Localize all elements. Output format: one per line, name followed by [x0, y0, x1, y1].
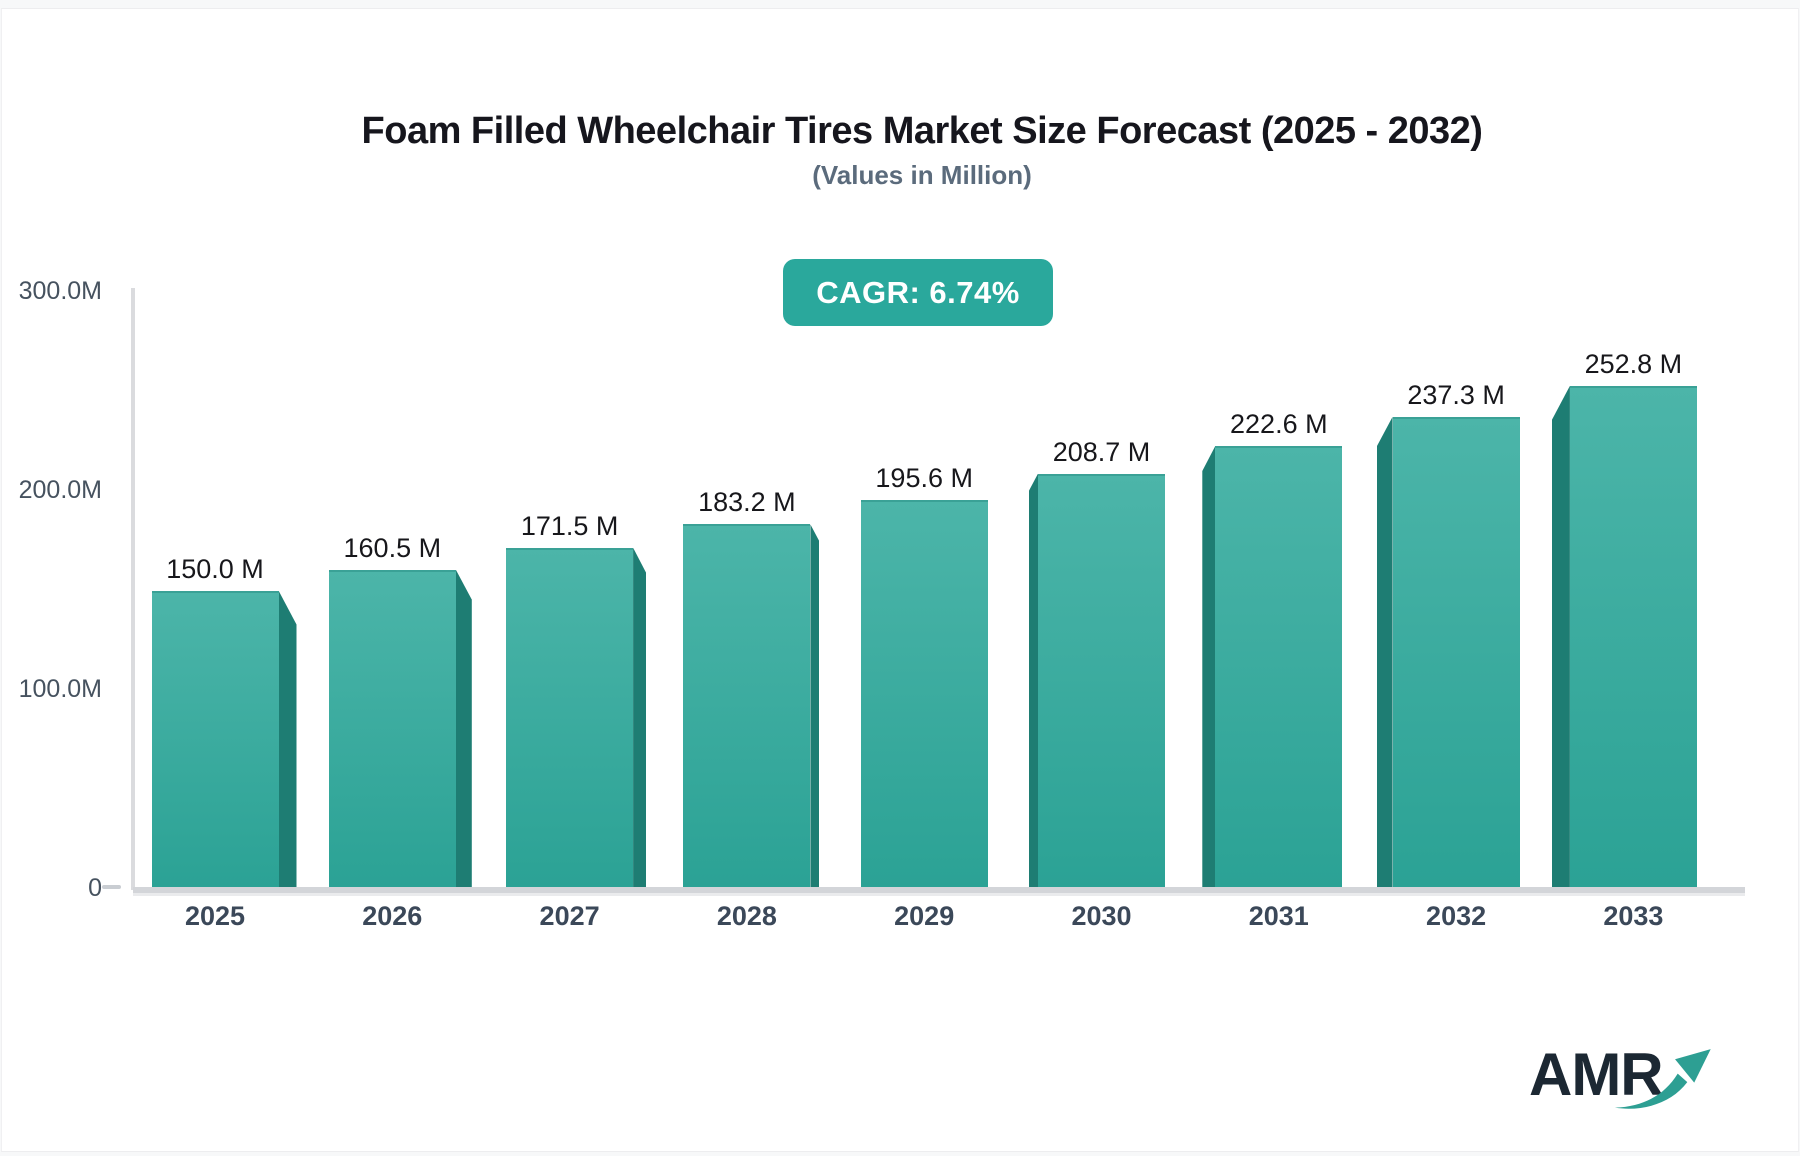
bar-value-label: 171.5 M — [520, 510, 619, 541]
bar-side-panel — [810, 524, 820, 887]
chart-card: Foam Filled Wheelchair Tires Market Size… — [1, 8, 1799, 1152]
bar-side-panel — [278, 590, 297, 887]
bar-2026 — [328, 569, 456, 887]
bar-2030 — [1038, 473, 1165, 887]
bar-side-panel — [1202, 446, 1216, 887]
bar-2025 — [151, 590, 279, 887]
bar-value-label: 237.3 M — [1407, 379, 1505, 410]
x-axis-label-2033: 2033 — [1603, 901, 1664, 931]
x-axis-label-2031: 2031 — [1248, 901, 1309, 931]
bar-value-label: 150.0 M — [166, 553, 264, 584]
x-axis-label-2025: 2025 — [184, 901, 246, 931]
bar-2031 — [1215, 446, 1343, 887]
chart-subtitle: (Values in Million) — [812, 160, 1032, 190]
amr-logo-text: AMR — [1529, 1041, 1664, 1108]
y-axis-line — [131, 288, 135, 890]
bar-value-label: 183.2 M — [698, 487, 796, 518]
x-axis-label-2028: 2028 — [716, 901, 777, 931]
bar-value-label: 195.6 M — [875, 462, 973, 493]
chart-title: Foam Filled Wheelchair Tires Market Size… — [361, 110, 1483, 152]
y-axis-tick-label: 300.0M — [18, 277, 102, 305]
y-axis-tick-label: 200.0M — [18, 476, 102, 504]
y-axis-tick-label: 0 — [88, 874, 102, 902]
x-axis-line — [133, 887, 1745, 896]
x-axis-label-2029: 2029 — [894, 901, 955, 931]
bar-side-panel — [1551, 385, 1570, 887]
cagr-badge: CAGR: 6.74% — [783, 259, 1053, 326]
bar-side-panel — [633, 547, 647, 887]
bar-side-panel — [1376, 416, 1393, 887]
bar-2028 — [683, 524, 811, 887]
bar-2033 — [1569, 385, 1697, 887]
x-axis-label-2027: 2027 — [539, 901, 600, 931]
x-axis-label-2026: 2026 — [362, 901, 423, 931]
y-axis-tick-label: 100.0M — [18, 675, 102, 703]
cagr-badge-label: CAGR: 6.74% — [816, 274, 1020, 310]
y-axis-tick-mark — [102, 885, 121, 889]
bar-value-label: 252.8 M — [1584, 348, 1683, 379]
x-axis-label-2032: 2032 — [1426, 901, 1487, 931]
bar-side-panel — [455, 569, 472, 887]
bar-value-label: 222.6 M — [1230, 409, 1328, 440]
bar-2029 — [860, 499, 988, 887]
bar-2032 — [1392, 416, 1520, 887]
bar-2027 — [506, 547, 634, 887]
bar-side-panel — [1029, 473, 1038, 887]
bar-value-label: 160.5 M — [343, 532, 442, 563]
amr-logo: AMR — [1529, 1045, 1739, 1115]
x-axis-label-2030: 2030 — [1071, 901, 1132, 931]
bar-value-label: 208.7 M — [1052, 436, 1151, 467]
growth-arrow-icon — [1614, 1049, 1711, 1109]
